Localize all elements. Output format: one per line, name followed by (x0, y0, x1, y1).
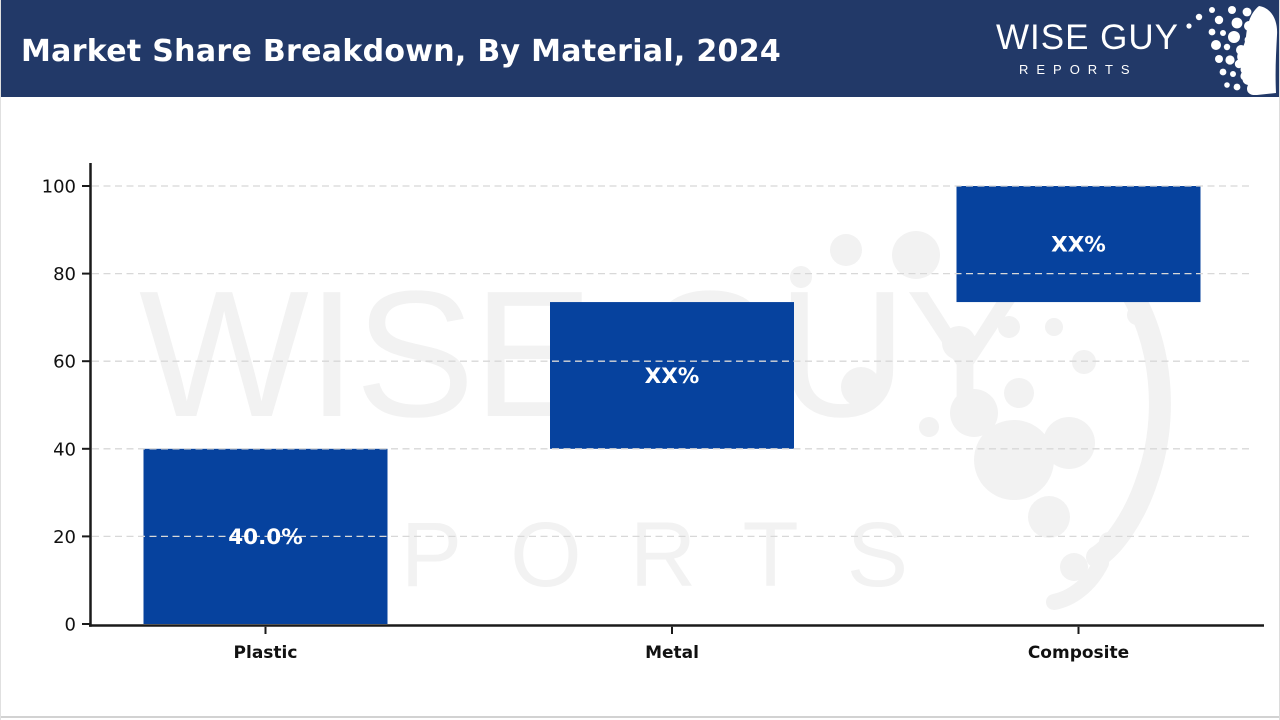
watermark: WISE GUY REPORTS (1, 97, 1279, 720)
logo-subtitle: REPORTS (1018, 61, 1138, 77)
logo-wordmark: WISE GUY (995, 18, 1179, 57)
wiseguy-logo: WISE GUY REPORTS (971, 0, 1279, 97)
logo-head-icon (1186, 6, 1278, 95)
page-title: Market Share Breakdown, By Material, 202… (21, 34, 782, 69)
watermark-head-icon (790, 231, 1171, 610)
header-band: Market Share Breakdown, By Material, 202… (1, 0, 1279, 97)
bottom-rule (1, 716, 1279, 718)
logo-text: WISE GUY REPORTS (995, 18, 1179, 77)
